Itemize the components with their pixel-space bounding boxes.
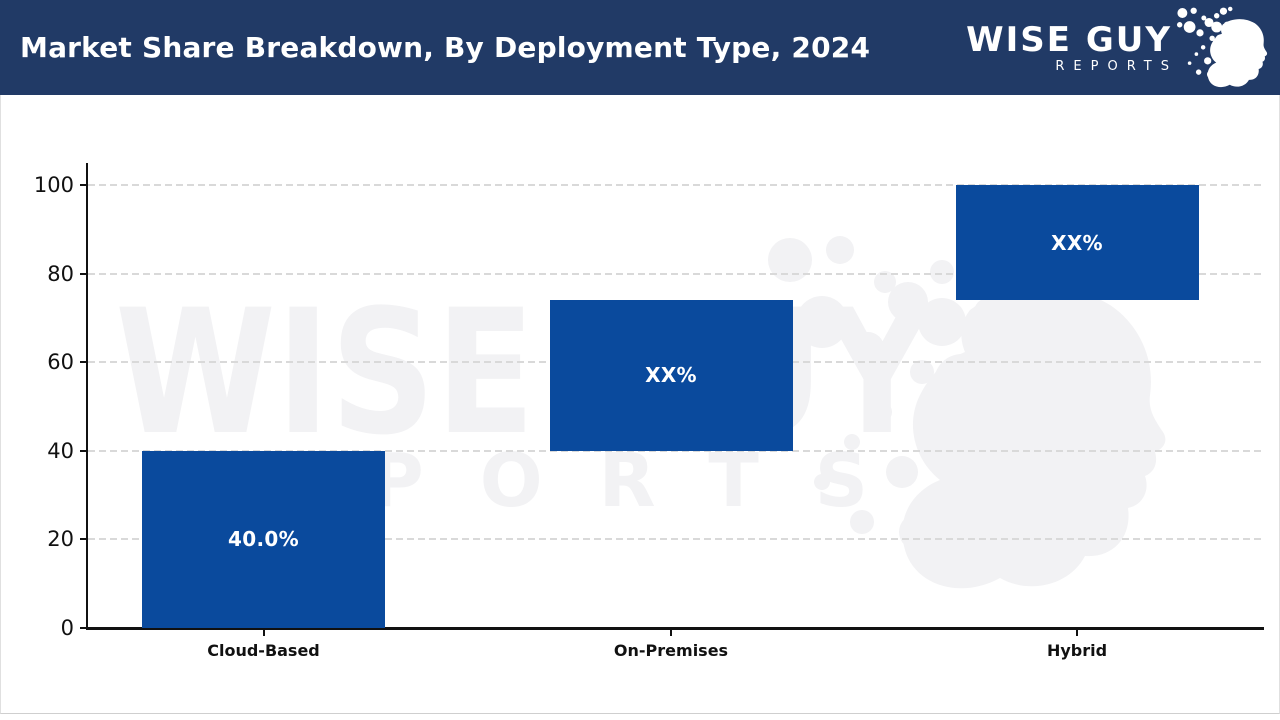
gridline-20 bbox=[88, 538, 1264, 541]
logo-text: WISE GUY REPORTS bbox=[966, 22, 1172, 74]
y-tick-label-20: 20 bbox=[47, 527, 74, 552]
gridline-100 bbox=[88, 184, 1264, 186]
y-tick-label-100: 100 bbox=[33, 173, 74, 197]
y-tick-0 bbox=[80, 627, 88, 629]
watermark-wordmark: WISE GUY bbox=[115, 272, 932, 473]
x-tick-2 bbox=[1076, 628, 1078, 636]
x-category-label-1: On-Premises bbox=[613, 641, 729, 660]
bar-cloud-based: 40.0% bbox=[142, 450, 385, 628]
x-category-label-2: Hybrid bbox=[1046, 641, 1108, 660]
bar-on-premises: XX% bbox=[549, 300, 793, 451]
y-tick-label-0: 0 bbox=[60, 616, 74, 640]
x-tick-0 bbox=[262, 628, 265, 636]
y-axis-line bbox=[86, 163, 88, 630]
bar-value-label: 40.0% bbox=[228, 527, 299, 552]
x-tick-1 bbox=[670, 628, 672, 636]
header: Market Share Breakdown, By Deployment Ty… bbox=[0, 0, 1280, 95]
y-tick-80 bbox=[80, 272, 88, 275]
bar-value-label: XX% bbox=[1051, 230, 1103, 255]
logo-reports-label: REPORTS bbox=[1055, 58, 1178, 74]
logo-wordmark: WISE GUY bbox=[966, 19, 1172, 60]
gridline-40 bbox=[88, 449, 1264, 452]
y-tick-40 bbox=[80, 449, 88, 452]
bar-hybrid: XX% bbox=[955, 185, 1199, 301]
y-tick-60 bbox=[80, 361, 88, 364]
y-tick-100 bbox=[80, 184, 88, 186]
y-tick-label-60: 60 bbox=[47, 350, 74, 375]
gridline-80 bbox=[88, 272, 1264, 275]
y-tick-label-40: 40 bbox=[47, 438, 74, 463]
wise-guy-logo: WISE GUY REPORTS bbox=[966, 4, 1280, 92]
logo-face-icon bbox=[1176, 6, 1268, 87]
page-title: Market Share Breakdown, By Deployment Ty… bbox=[20, 31, 871, 64]
y-tick-20 bbox=[80, 538, 88, 541]
y-tick-label-80: 80 bbox=[47, 261, 74, 286]
x-axis-line bbox=[86, 627, 1264, 630]
x-category-label-0: Cloud-Based bbox=[207, 641, 320, 660]
bar-value-label: XX% bbox=[645, 363, 697, 388]
